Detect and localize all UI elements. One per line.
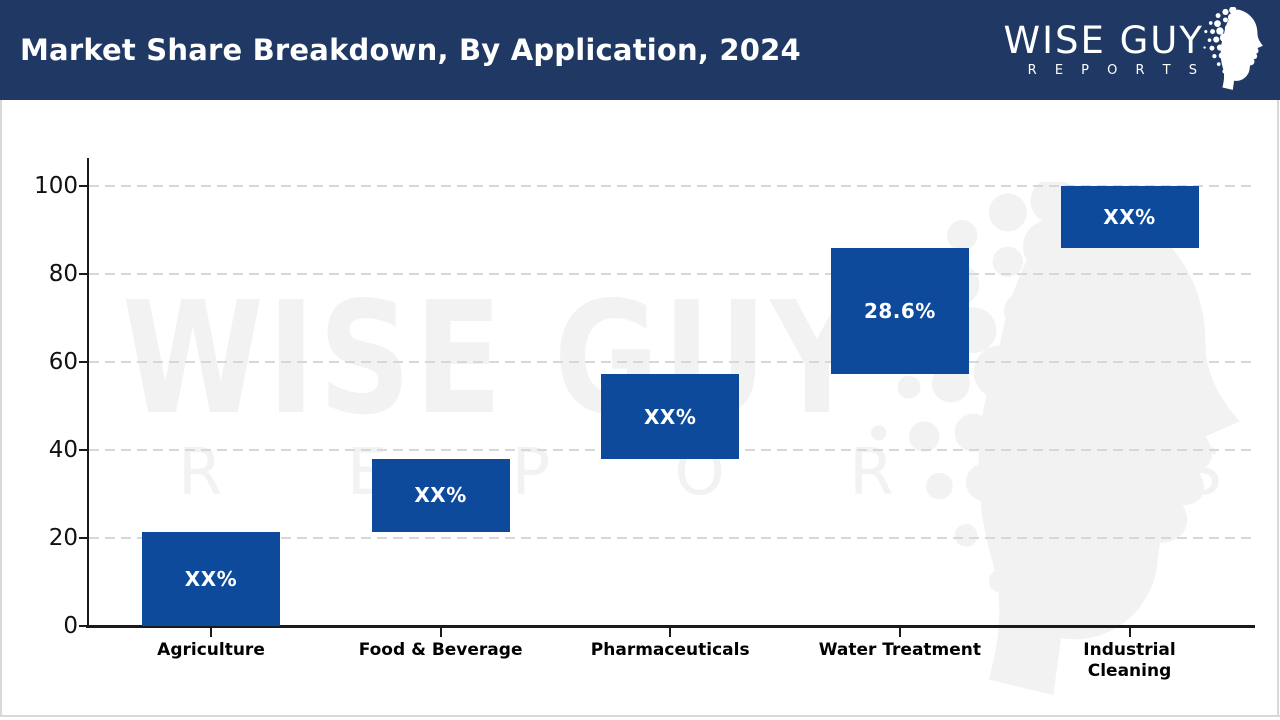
y-tick-label-0: 0	[63, 613, 78, 639]
brand-logo-text: WISE GUY R E P O R T S	[1003, 19, 1204, 78]
bar-value-label: XX%	[184, 566, 238, 591]
x-category-label-1: Food & Beverage	[358, 640, 523, 660]
bar-value-label: XX%	[643, 404, 697, 429]
brain-dots	[1203, 7, 1244, 81]
page-title: Market Share Breakdown, By Application, …	[20, 33, 801, 67]
bar-value-label: XX%	[1103, 205, 1156, 230]
y-tick-mark-20	[79, 537, 88, 539]
frame-border-bottom	[0, 715, 1280, 717]
bar-water-treatment: 28.6%	[830, 248, 969, 375]
y-tick-label-40: 40	[48, 437, 78, 463]
x-category-label-3: Water Treatment	[818, 640, 982, 660]
x-category-label-0: Agriculture	[157, 640, 265, 660]
brand-subtitle: R E P O R T S	[1027, 62, 1204, 78]
bar-food-beverage: XX%	[371, 458, 510, 532]
x-axis-line	[86, 625, 1255, 628]
frame-border-right	[1277, 100, 1279, 717]
header-bar: Market Share Breakdown, By Application, …	[0, 0, 1280, 100]
y-tick-mark-100	[79, 185, 88, 187]
brand-name: WISE GUY	[1003, 19, 1204, 63]
x-category-label-2: Pharmaceuticals	[590, 640, 750, 660]
y-tick-mark-60	[79, 361, 88, 363]
bar-value-label: 28.6%	[863, 299, 936, 324]
gridline-100	[89, 185, 1255, 187]
x-tick-mark-1	[439, 628, 442, 637]
y-tick-label-20: 20	[48, 525, 78, 551]
y-tick-mark-80	[79, 273, 88, 275]
x-tick-mark-4	[1128, 628, 1131, 637]
wiseguy-head-icon	[1203, 7, 1263, 90]
bar-value-label: XX%	[414, 483, 467, 508]
frame-border-left	[0, 100, 2, 717]
y-tick-label-60: 60	[48, 349, 78, 375]
y-axis-line	[87, 158, 89, 628]
y-tick-label-100: 100	[34, 173, 78, 199]
y-tick-label-80: 80	[48, 261, 78, 287]
brand-logo: WISE GUY R E P O R T S	[1004, 7, 1280, 93]
bar-agriculture: XX%	[142, 531, 280, 626]
y-tick-mark-40	[79, 449, 88, 451]
x-tick-mark-2	[669, 628, 672, 637]
gridline-60	[89, 361, 1255, 363]
bar-industrial-cleaning: XX%	[1060, 186, 1199, 249]
gridline-80	[89, 273, 1255, 275]
x-category-label-4: Industrial Cleaning	[1083, 640, 1176, 682]
bar-pharmaceuticals: XX%	[601, 374, 740, 459]
y-tick-mark-0	[79, 625, 88, 627]
gridline-20	[89, 537, 1255, 539]
x-tick-mark-0	[210, 628, 212, 637]
x-tick-mark-3	[898, 628, 901, 637]
